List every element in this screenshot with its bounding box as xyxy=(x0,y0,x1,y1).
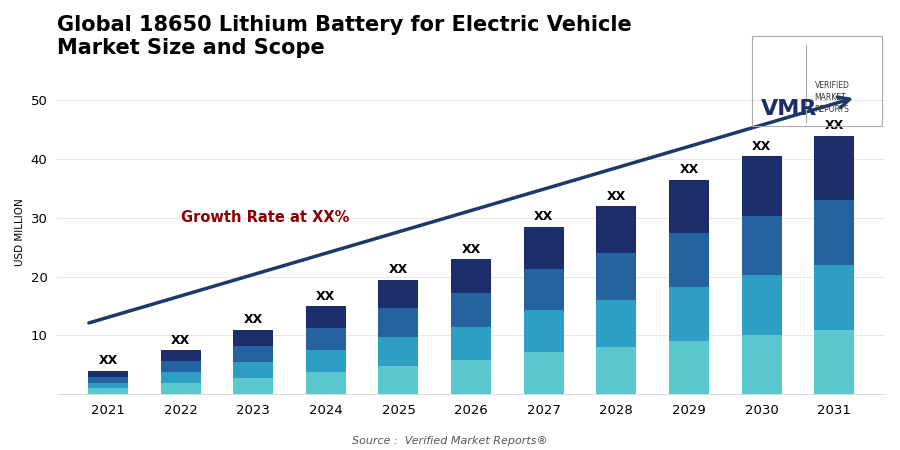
Bar xyxy=(88,377,128,382)
Bar xyxy=(306,350,346,372)
Text: XX: XX xyxy=(244,313,263,326)
Bar xyxy=(88,371,128,377)
Bar xyxy=(88,382,128,388)
Text: XX: XX xyxy=(389,263,408,276)
Text: XX: XX xyxy=(824,119,844,132)
Bar xyxy=(669,233,709,287)
Y-axis label: USD MILLION: USD MILLION xyxy=(15,199,25,266)
Bar xyxy=(597,300,636,347)
Bar xyxy=(451,259,491,293)
Bar xyxy=(742,156,781,216)
Bar xyxy=(742,335,781,394)
Bar xyxy=(814,200,854,265)
Bar xyxy=(379,308,418,337)
Bar xyxy=(451,293,491,327)
Bar xyxy=(451,327,491,360)
Text: XX: XX xyxy=(752,140,771,153)
Bar xyxy=(524,227,563,269)
Text: XX: XX xyxy=(607,189,625,202)
Bar xyxy=(379,365,418,394)
Bar xyxy=(233,329,274,346)
Bar xyxy=(306,372,346,394)
Bar xyxy=(306,328,346,350)
Bar xyxy=(306,306,346,328)
Bar xyxy=(597,206,636,253)
Text: VMR: VMR xyxy=(760,99,817,119)
Bar xyxy=(160,361,201,372)
Bar xyxy=(88,388,128,394)
Text: Global 18650 Lithium Battery for Electric Vehicle
Market Size and Scope: Global 18650 Lithium Battery for Electri… xyxy=(58,15,632,58)
Bar xyxy=(742,275,781,335)
Text: XX: XX xyxy=(316,289,336,302)
Bar xyxy=(233,346,274,362)
Bar xyxy=(524,269,563,310)
Bar xyxy=(160,383,201,394)
Text: XX: XX xyxy=(171,333,190,346)
Bar xyxy=(814,135,854,200)
Bar xyxy=(814,329,854,394)
Text: XX: XX xyxy=(462,243,481,256)
Text: VERIFIED
MARKET
REPORTS: VERIFIED MARKET REPORTS xyxy=(814,81,850,113)
Bar xyxy=(669,180,709,233)
Text: Source :  Verified Market Reports®: Source : Verified Market Reports® xyxy=(352,436,548,446)
Text: XX: XX xyxy=(680,163,698,176)
Text: Growth Rate at XX%: Growth Rate at XX% xyxy=(181,210,349,225)
Bar xyxy=(814,265,854,329)
Bar xyxy=(451,360,491,394)
Bar xyxy=(669,341,709,394)
Text: XX: XX xyxy=(534,210,554,223)
Text: XX: XX xyxy=(98,354,118,367)
Bar xyxy=(379,279,418,308)
Bar xyxy=(160,350,201,361)
Bar xyxy=(160,372,201,383)
Bar xyxy=(742,216,781,275)
Bar xyxy=(597,347,636,394)
Bar xyxy=(669,287,709,341)
Bar xyxy=(524,310,563,352)
Bar xyxy=(524,352,563,394)
Bar xyxy=(233,378,274,394)
Bar xyxy=(597,253,636,300)
Bar xyxy=(379,337,418,365)
Bar xyxy=(233,362,274,378)
